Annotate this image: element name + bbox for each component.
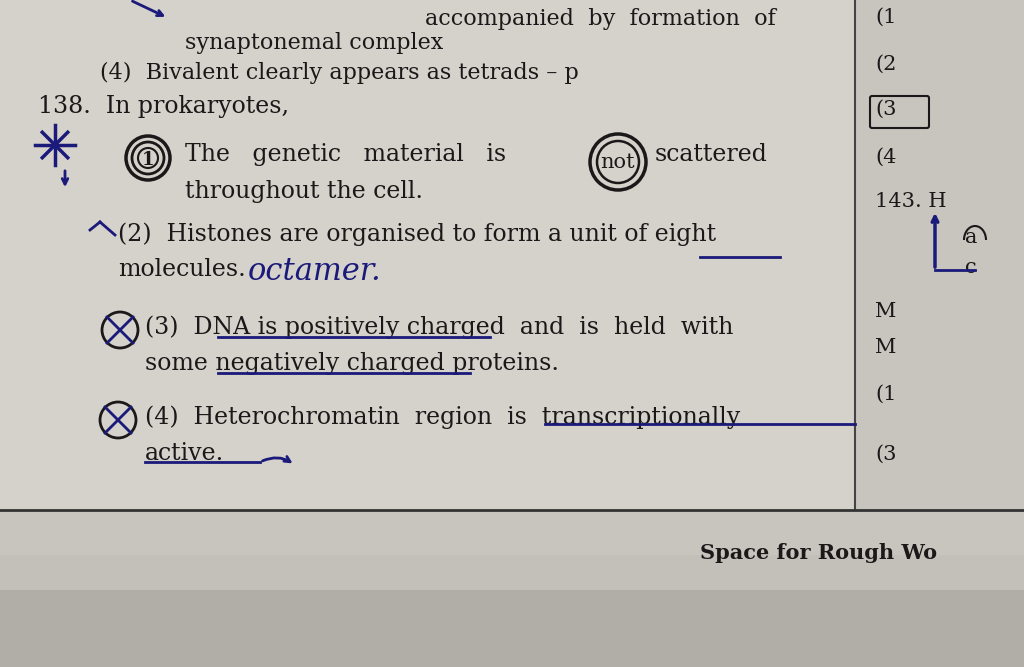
Text: accompanied  by  formation  of: accompanied by formation of	[425, 8, 776, 30]
Text: 138.  In prokaryotes,: 138. In prokaryotes,	[38, 95, 289, 118]
Text: (4: (4	[874, 148, 896, 167]
Text: molecules.: molecules.	[118, 258, 246, 281]
Bar	[0, 590, 1024, 667]
Text: (2: (2	[874, 55, 896, 74]
Bar	[0, 0, 856, 510]
Text: (2)  Histones are organised to form a unit of eight: (2) Histones are organised to form a uni…	[118, 222, 716, 245]
Text: a: a	[965, 228, 977, 247]
Text: active.: active.	[145, 442, 224, 465]
Text: 143. H: 143. H	[874, 192, 946, 211]
Text: (3)  DNA is positively charged  and  is  held  with: (3) DNA is positively charged and is hel…	[145, 315, 733, 339]
Text: M: M	[874, 338, 896, 357]
Text: scattered: scattered	[655, 143, 768, 166]
Text: octamer.: octamer.	[248, 256, 382, 287]
Text: (4)  Bivalent clearly appears as tetrads – p: (4) Bivalent clearly appears as tetrads …	[100, 62, 579, 84]
Text: (4)  Heterochromatin  region  is  transcriptionally: (4) Heterochromatin region is transcript…	[145, 405, 740, 428]
Text: throughout the cell.: throughout the cell.	[185, 180, 423, 203]
Text: Space for Rough Wo: Space for Rough Wo	[700, 543, 937, 563]
Text: (1: (1	[874, 8, 896, 27]
Text: M: M	[874, 302, 896, 321]
Text: synaptonemal complex: synaptonemal complex	[185, 32, 443, 54]
Text: not: not	[601, 153, 635, 173]
Text: 1: 1	[141, 151, 155, 169]
Text: c: c	[965, 258, 977, 277]
Text: some negatively charged proteins.: some negatively charged proteins.	[145, 352, 559, 375]
Text: (1: (1	[874, 385, 896, 404]
Text: The   genetic   material   is: The genetic material is	[185, 143, 506, 166]
Text: (3: (3	[874, 445, 896, 464]
Text: (3: (3	[874, 100, 896, 119]
Bar	[0, 555, 1024, 590]
